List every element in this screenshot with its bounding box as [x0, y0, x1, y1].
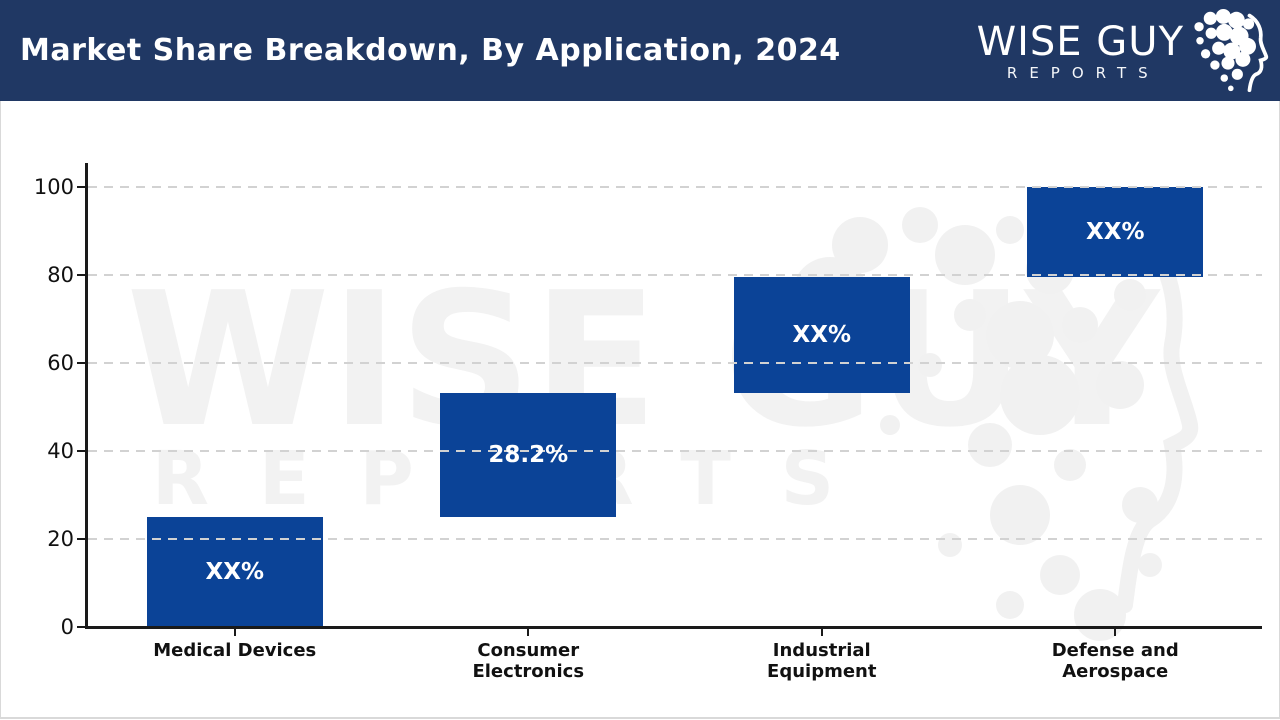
x-axis-line — [85, 626, 1262, 629]
y-tick-label-100: 100 — [33, 175, 74, 199]
bar-3 — [733, 277, 910, 393]
wiseguy-logo: WISE GUY REPORTS — [977, 4, 1270, 98]
y-tick-100 — [77, 186, 85, 188]
x-category-label-line: Electronics — [472, 661, 585, 682]
watermark-text-primary: WISE GUY — [126, 252, 1159, 468]
x-category-label: Industrial Equipment — [682, 640, 962, 682]
y-tick-label-20: 20 — [47, 527, 74, 551]
x-category-label: Consumer Electronics — [388, 640, 668, 682]
y-tick-20 — [77, 538, 85, 540]
x-tick-3 — [820, 629, 823, 636]
y-tick-80 — [77, 274, 85, 276]
y-tick-label-80: 80 — [47, 263, 74, 287]
y-tick-40 — [77, 450, 85, 452]
x-category-label-line: Equipment — [767, 661, 877, 682]
logo-wordmark: WISE GUY — [976, 18, 1184, 65]
logo-text: WISE GUY REPORTS — [977, 21, 1184, 82]
gridline-20 — [88, 538, 1262, 540]
x-tick-2 — [527, 629, 530, 636]
wiseguy-head-icon — [1194, 9, 1269, 93]
x-category-label-line: Medical Devices — [153, 640, 317, 661]
logo-subtitle: REPORTS — [1006, 63, 1160, 82]
y-tick-60 — [77, 362, 85, 364]
x-category-label-line: Aerospace — [1062, 661, 1169, 682]
x-category-label: Defense and Aerospace — [975, 640, 1255, 682]
x-tick-4 — [1114, 629, 1117, 636]
x-category-label-line: Industrial — [772, 640, 871, 661]
gridline-80 — [88, 274, 1262, 276]
y-tick-label-40: 40 — [47, 439, 74, 463]
y-tick-label-60: 60 — [47, 351, 74, 375]
x-category-label-line: Consumer — [477, 640, 580, 661]
gridline-40 — [88, 450, 1262, 452]
bar-1 — [146, 517, 323, 627]
y-tick-label-0: 0 — [60, 615, 74, 639]
bar-value-label: 28.2% — [488, 441, 569, 468]
bar-value-label: XX% — [792, 322, 852, 349]
page-title: Market Share Breakdown, By Application, … — [20, 33, 841, 68]
x-category-label: Medical Devices — [95, 640, 375, 661]
gridline-60 — [88, 362, 1262, 364]
header-bar: Market Share Breakdown, By Application, … — [0, 0, 1280, 101]
bar-2 — [440, 392, 617, 517]
x-category-label-line: Defense and — [1051, 640, 1179, 661]
bar-value-label: XX% — [1085, 219, 1145, 246]
y-axis-line — [85, 163, 88, 629]
bar-4 — [1027, 187, 1204, 278]
x-tick-1 — [233, 629, 236, 636]
bar-value-label: XX% — [205, 559, 265, 585]
gridline-100 — [88, 186, 1262, 188]
y-tick-0 — [77, 626, 85, 628]
